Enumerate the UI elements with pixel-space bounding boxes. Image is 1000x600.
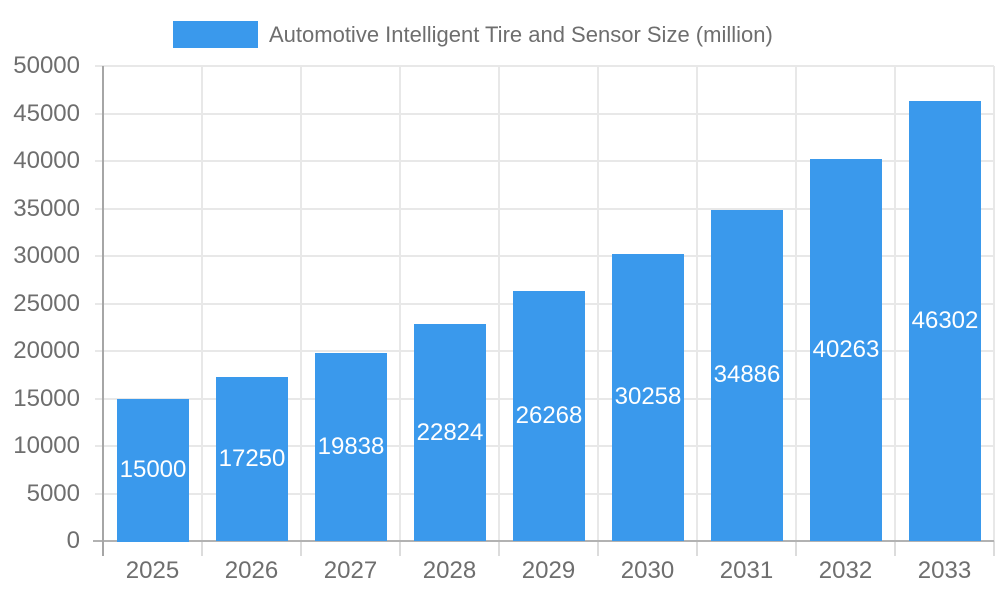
- x-axis-tick: [300, 541, 302, 556]
- x-axis-tick: [894, 541, 896, 556]
- x-axis-tick-label: 2032: [818, 557, 873, 584]
- h-gridline: [95, 207, 994, 210]
- y-axis-tick-label: 20000: [13, 337, 80, 364]
- x-axis-tick-label: 2031: [719, 557, 774, 584]
- y-axis-line: [102, 66, 104, 556]
- bar[interactable]: [711, 210, 783, 541]
- x-axis-tick-label: 2030: [620, 557, 675, 584]
- x-axis-line: [93, 540, 994, 542]
- x-axis-tick-label: 2026: [224, 557, 279, 584]
- y-axis-tick-label: 0: [66, 527, 80, 554]
- legend-label: Automotive Intelligent Tire and Sensor S…: [269, 21, 773, 47]
- x-axis-tick: [597, 541, 599, 556]
- v-gridline: [894, 66, 896, 541]
- v-gridline: [993, 66, 995, 541]
- bar[interactable]: [117, 399, 189, 542]
- x-axis-tick: [201, 541, 203, 556]
- bar[interactable]: [810, 159, 882, 541]
- bar-value-label: 17250: [218, 445, 286, 472]
- x-axis-tick-label: 2029: [521, 557, 576, 584]
- legend-swatch: [173, 21, 258, 48]
- y-axis-tick-label: 40000: [13, 147, 80, 174]
- v-gridline: [597, 66, 599, 541]
- v-gridline: [696, 66, 698, 541]
- h-gridline: [95, 160, 994, 162]
- v-gridline: [201, 66, 203, 541]
- h-gridline: [95, 112, 994, 115]
- bar[interactable]: [216, 377, 288, 541]
- bar-value-label: 19838: [317, 433, 385, 460]
- x-axis-tick-label: 2025: [125, 557, 180, 584]
- bar[interactable]: [612, 254, 684, 541]
- x-axis-tick: [498, 541, 500, 556]
- x-axis-tick: [795, 541, 797, 556]
- bar-value-label: 30258: [614, 383, 682, 410]
- bar[interactable]: [414, 324, 486, 541]
- bar-value-label: 40263: [812, 336, 880, 363]
- y-axis-tick-label: 30000: [13, 242, 80, 269]
- x-axis-tick: [399, 541, 401, 556]
- bar[interactable]: [315, 353, 387, 541]
- bar-value-label: 15000: [119, 456, 187, 483]
- v-gridline: [399, 66, 401, 541]
- v-gridline: [498, 66, 500, 541]
- h-gridline: [95, 65, 994, 67]
- bar-value-label: 46302: [911, 307, 979, 334]
- y-axis-tick-label: 50000: [13, 52, 80, 79]
- v-gridline: [300, 66, 302, 541]
- y-axis-tick-label: 5000: [26, 479, 80, 507]
- x-axis-tick-label: 2027: [323, 557, 378, 584]
- x-axis-tick-label: 2033: [917, 557, 972, 584]
- x-axis-tick: [993, 541, 995, 556]
- bar-value-label: 22824: [416, 419, 484, 446]
- h-gridline: [95, 255, 994, 257]
- y-axis-tick-label: 10000: [13, 432, 80, 459]
- y-axis-tick-label: 25000: [13, 289, 80, 317]
- v-gridline: [795, 66, 797, 541]
- bar[interactable]: [513, 291, 585, 541]
- legend[interactable]: Automotive Intelligent Tire and Sensor S…: [173, 21, 773, 48]
- y-axis-tick-label: 45000: [13, 99, 80, 127]
- bar-value-label: 34886: [713, 361, 781, 388]
- y-axis-tick-label: 15000: [13, 384, 80, 412]
- x-axis-tick-label: 2028: [422, 557, 477, 584]
- x-axis-tick: [696, 541, 698, 556]
- y-axis-tick-label: 35000: [13, 194, 80, 222]
- bar[interactable]: [909, 101, 981, 541]
- bar-value-label: 26268: [515, 402, 583, 429]
